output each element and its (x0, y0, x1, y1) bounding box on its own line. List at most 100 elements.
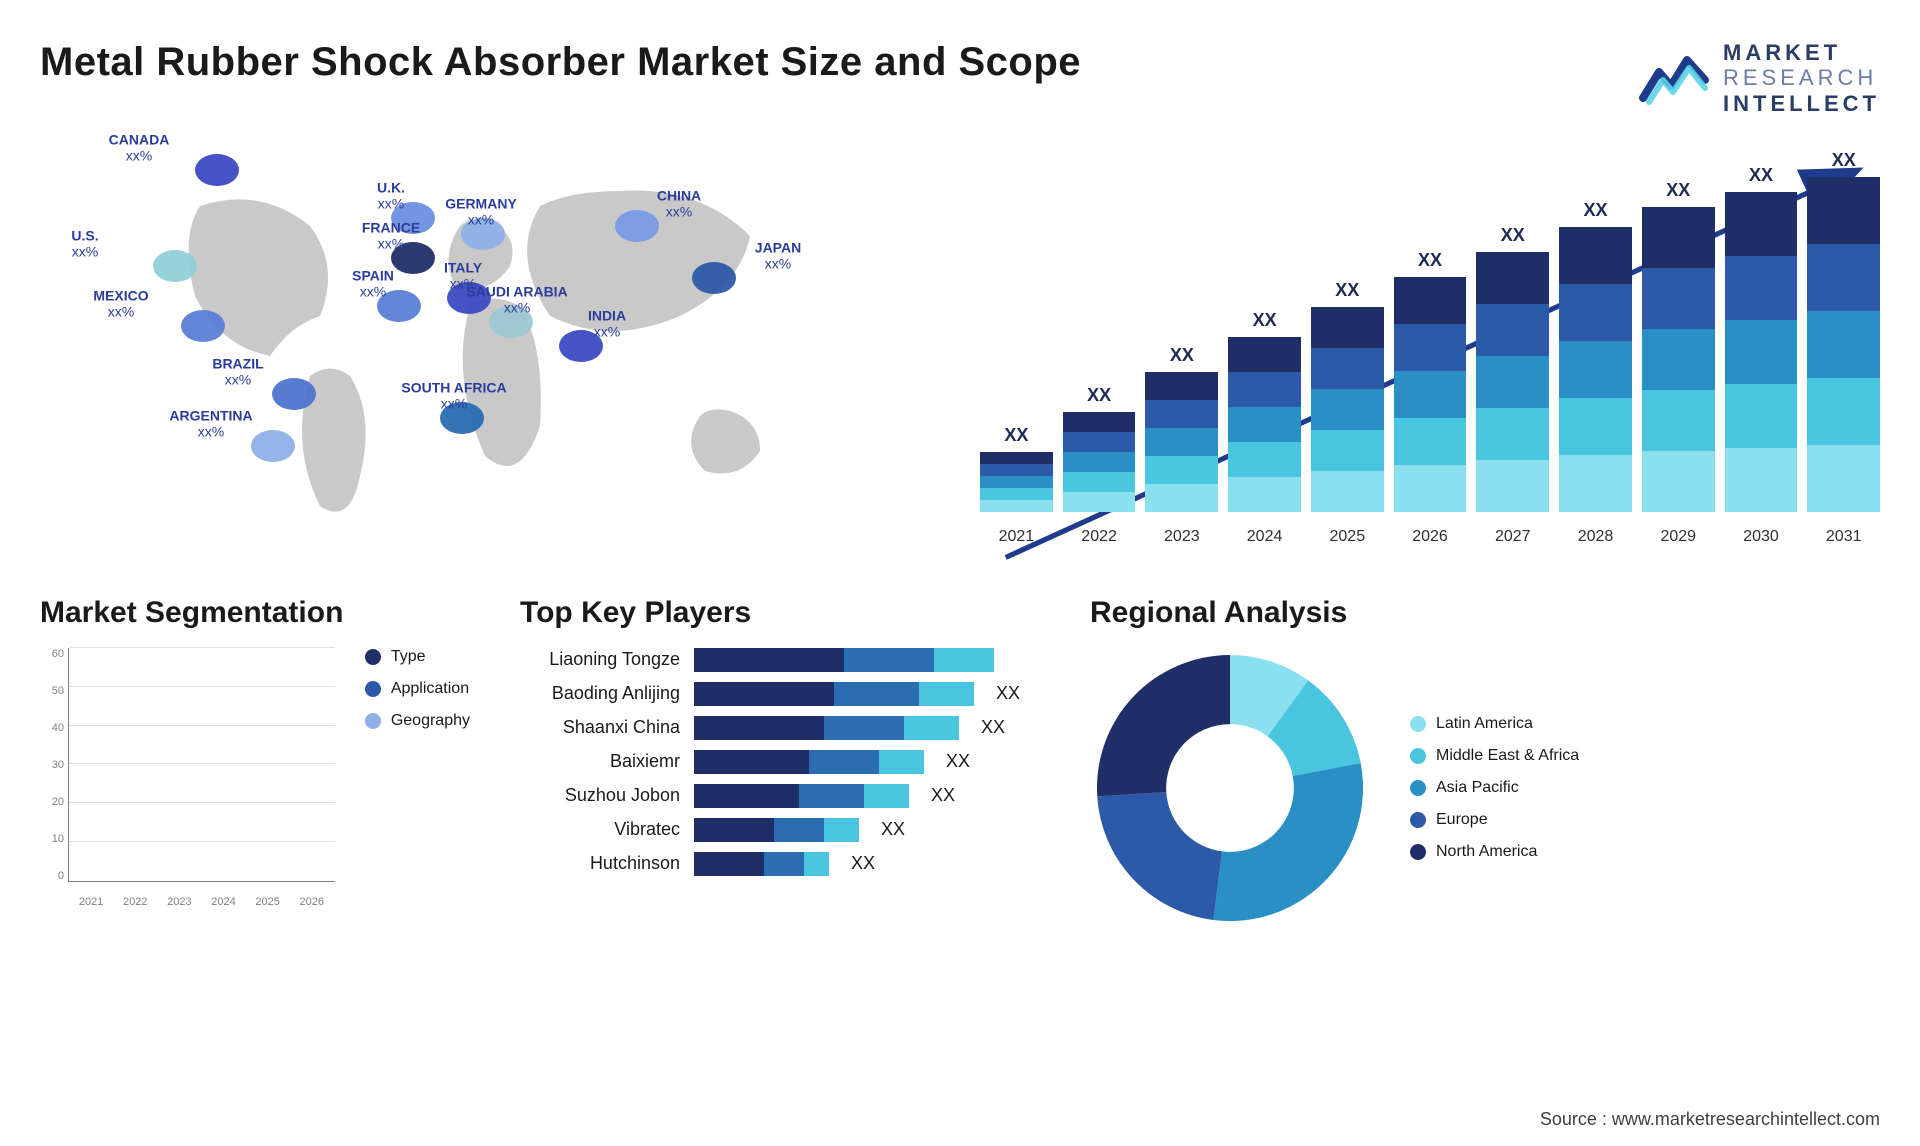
top-row: CANADAxx%U.S.xx%MEXICOxx%BRAZILxx%ARGENT… (40, 146, 1880, 546)
growth-xaxis-label: 2031 (1807, 528, 1880, 546)
player-name: Baixiemr (520, 751, 680, 772)
legend-label: Asia Pacific (1436, 779, 1519, 797)
seg-legend-item: Geography (365, 712, 470, 730)
growth-xaxis-label: 2023 (1145, 528, 1218, 546)
player-bar-seg (844, 648, 934, 672)
segmentation-panel: Market Segmentation 0102030405060 202120… (40, 596, 470, 928)
brand-logo: MARKET RESEARCH INTELLECT (1639, 40, 1880, 116)
growth-bar-seg (1228, 407, 1301, 442)
map-label-india: INDIAxx% (588, 307, 626, 339)
player-row: Liaoning Tongze (520, 648, 1040, 672)
growth-bar-value: XX (1584, 200, 1608, 221)
legend-swatch-icon (365, 713, 381, 729)
segmentation-legend: TypeApplicationGeography (365, 648, 470, 908)
legend-swatch-icon (365, 681, 381, 697)
growth-bar-seg (980, 464, 1053, 476)
regional-title: Regional Analysis (1090, 596, 1880, 630)
player-bar-seg (919, 682, 974, 706)
map-label-mexico: MEXICOxx% (93, 287, 148, 319)
growth-bar-seg (1476, 356, 1549, 408)
player-bar-seg (774, 818, 824, 842)
seg-xaxis-label: 2024 (204, 896, 242, 908)
logo-text: MARKET RESEARCH INTELLECT (1723, 40, 1880, 116)
players-title: Top Key Players (520, 596, 1040, 630)
growth-bar-seg (1311, 389, 1384, 430)
growth-xaxis-label: 2024 (1228, 528, 1301, 546)
growth-bar-value: XX (1418, 250, 1442, 271)
growth-bar-seg (1145, 372, 1218, 400)
growth-bar-seg (1807, 378, 1880, 445)
player-bar-seg (694, 784, 799, 808)
growth-bar-2024: XX (1228, 310, 1301, 512)
growth-bar-seg (1394, 465, 1467, 512)
legend-swatch-icon (1410, 812, 1426, 828)
map-label-china: CHINAxx% (657, 187, 701, 219)
growth-bar-seg (1476, 408, 1549, 460)
player-bar-seg (864, 784, 909, 808)
growth-bar-seg (1063, 412, 1136, 432)
growth-bar-seg (1311, 430, 1384, 471)
player-name: Shaanxi China (520, 717, 680, 738)
legend-label: North America (1436, 843, 1537, 861)
player-row: Baoding AnlijingXX (520, 682, 1040, 706)
growth-bar-seg (1642, 390, 1715, 451)
growth-bar-seg (1394, 418, 1467, 465)
player-row: BaixiemrXX (520, 750, 1040, 774)
map-label-canada: CANADAxx% (109, 131, 170, 163)
growth-bar-seg (1642, 268, 1715, 329)
growth-bar-seg (1725, 320, 1798, 384)
legend-swatch-icon (365, 649, 381, 665)
segmentation-chart: 0102030405060 202120222023202420252026 (40, 648, 335, 908)
player-bar (694, 750, 924, 774)
growth-bar-value: XX (1004, 425, 1028, 446)
map-label-japan: JAPANxx% (755, 239, 801, 271)
player-bar (694, 716, 959, 740)
map-label-spain: SPAINxx% (352, 267, 394, 299)
growth-bar-seg (1145, 428, 1218, 456)
growth-bar-seg (1063, 472, 1136, 492)
growth-xaxis-label: 2025 (1311, 528, 1384, 546)
seg-legend-item: Type (365, 648, 470, 666)
growth-bar-seg (1228, 477, 1301, 512)
growth-bar-seg (980, 500, 1053, 512)
growth-bar-seg (1063, 492, 1136, 512)
legend-label: Middle East & Africa (1436, 747, 1579, 765)
player-value: XX (981, 717, 1005, 738)
growth-bar-seg (1063, 452, 1136, 472)
growth-bar-seg (1063, 432, 1136, 452)
player-name: Vibratec (520, 819, 680, 840)
legend-swatch-icon (1410, 780, 1426, 796)
player-bar-seg (694, 750, 809, 774)
growth-bar-seg (1145, 484, 1218, 512)
growth-bar-seg (1807, 177, 1880, 244)
player-bar (694, 682, 974, 706)
growth-bar-2031: XX (1807, 150, 1880, 512)
regional-legend: Latin America Middle East & Africa Asia Pa… (1410, 715, 1579, 861)
legend-label: Europe (1436, 811, 1488, 829)
growth-bar-value: XX (1087, 385, 1111, 406)
player-bar-seg (824, 818, 859, 842)
seg-xaxis-label: 2023 (160, 896, 198, 908)
growth-bar-seg (1311, 307, 1384, 348)
growth-bar-seg (1394, 277, 1467, 324)
seg-xaxis-label: 2021 (72, 896, 110, 908)
player-bar-seg (879, 750, 924, 774)
player-bar-seg (904, 716, 959, 740)
player-bar (694, 818, 859, 842)
player-value: XX (851, 853, 875, 874)
legend-label: Type (391, 648, 426, 666)
donut-slice-asia-pacific (1213, 763, 1363, 921)
regional-legend-item: Asia Pacific (1410, 779, 1579, 797)
growth-bar-value: XX (1666, 180, 1690, 201)
growth-bar-2022: XX (1063, 385, 1136, 512)
growth-bar-seg (1476, 252, 1549, 304)
logo-mark-icon (1639, 50, 1709, 106)
regional-legend-item: Latin America (1410, 715, 1579, 733)
player-row: HutchinsonXX (520, 852, 1040, 876)
growth-bar-value: XX (1501, 225, 1525, 246)
player-value: XX (931, 785, 955, 806)
player-value: XX (996, 683, 1020, 704)
growth-xaxis-label: 2022 (1063, 528, 1136, 546)
page-title: Metal Rubber Shock Absorber Market Size … (40, 40, 1081, 85)
growth-bar-seg (1642, 329, 1715, 390)
